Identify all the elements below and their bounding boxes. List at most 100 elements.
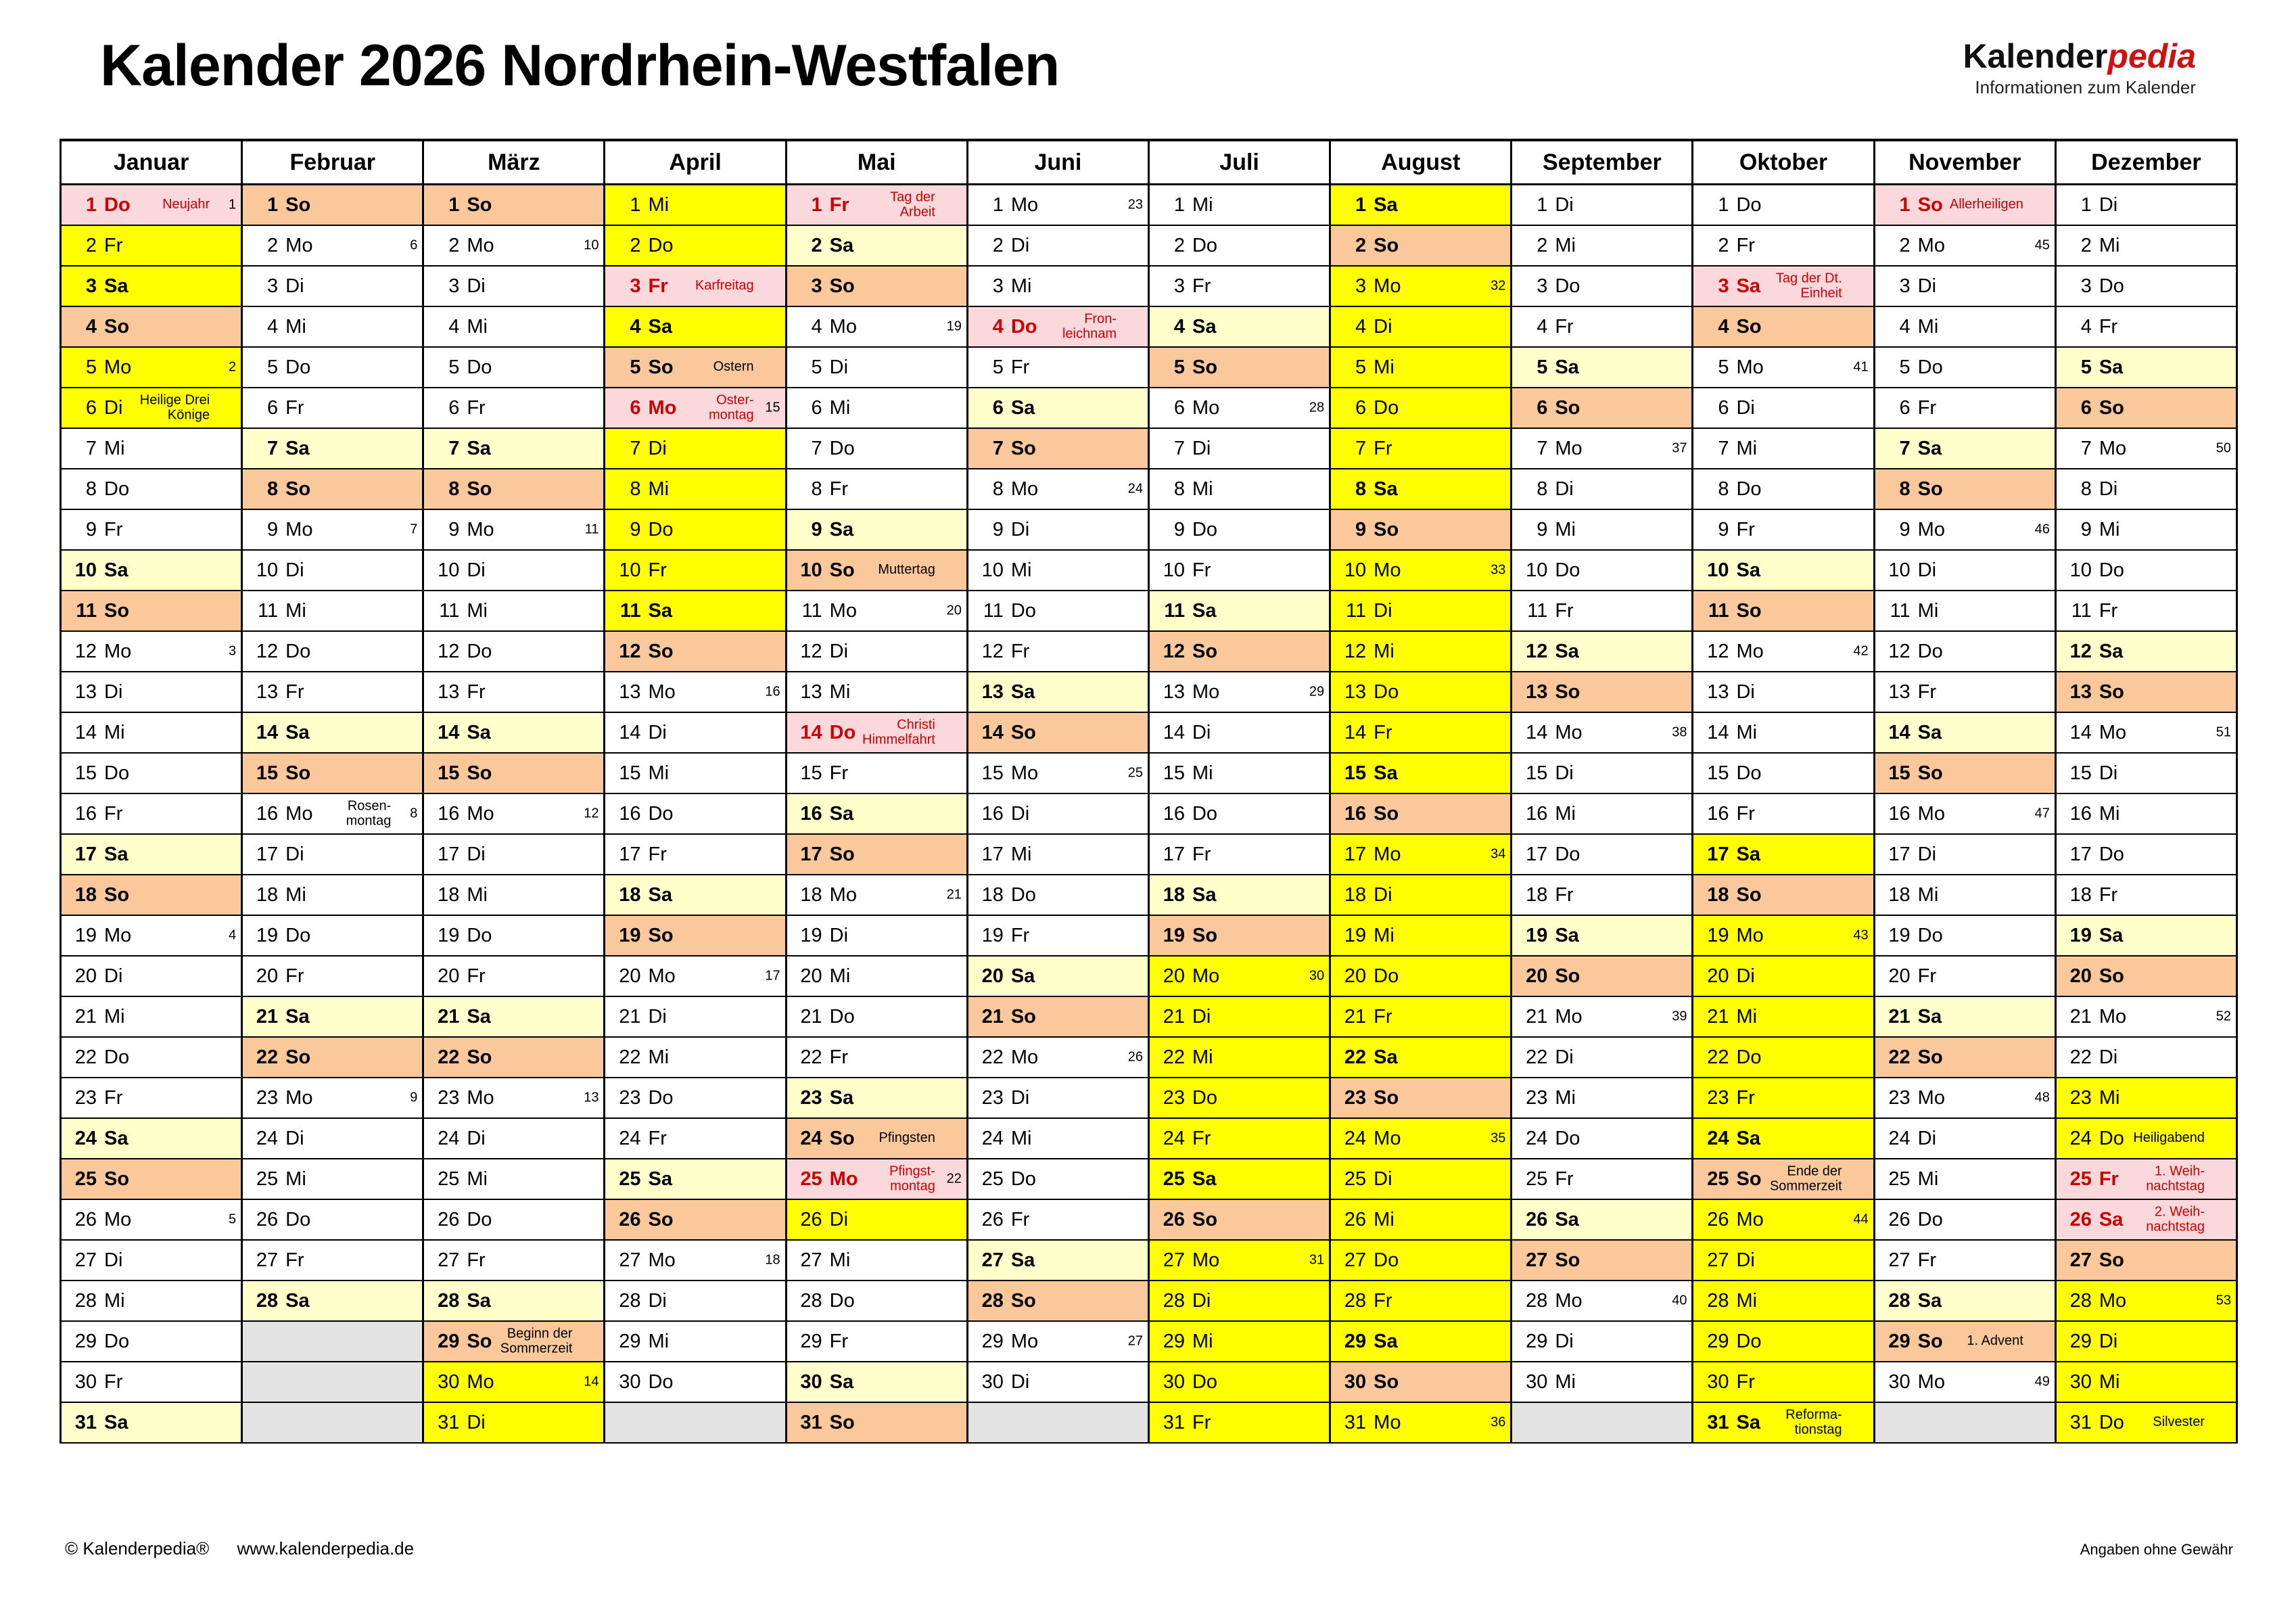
- day-cell: 2 Do: [1149, 226, 1330, 267]
- day-number: 31: [1163, 1411, 1185, 1433]
- week-number: 40: [1672, 1293, 1687, 1308]
- day-cell: 6 Di Heilige Drei Könige: [62, 388, 241, 429]
- day-number: 3: [448, 275, 460, 297]
- day-number: 11: [1708, 599, 1729, 622]
- day-number: 22: [1344, 1046, 1367, 1068]
- day-number: 7: [85, 437, 97, 459]
- weekday-abbr: Fr: [1010, 924, 1030, 946]
- day-cell: 7 Do: [787, 429, 966, 469]
- day-cell: 21 Mi: [1693, 997, 1873, 1038]
- day-cell: 17 Mi: [968, 835, 1148, 875]
- day-number: 9: [2080, 518, 2092, 540]
- day-number: 12: [1888, 640, 1911, 662]
- weekday-abbr: Mi: [104, 721, 125, 743]
- day-number: 9: [811, 518, 822, 540]
- day-cell: 15 Di: [2056, 754, 2236, 794]
- day-number: 25: [438, 1168, 460, 1190]
- day-cell: 26 Sa: [1512, 1200, 1692, 1241]
- logo-wordmark-red: pedia: [2107, 37, 2196, 75]
- day-cell: 12 So: [605, 632, 785, 672]
- day-number: 18: [1888, 883, 1911, 906]
- day-cell: 22 So: [424, 1038, 604, 1078]
- weekday-abbr: Mo: [1917, 518, 1945, 540]
- weekday-abbr: So: [1192, 1208, 1218, 1230]
- day-number: 4: [1899, 315, 1911, 338]
- weekday-abbr: Di: [2099, 193, 2118, 216]
- day-cell: 9 So: [1331, 510, 1511, 551]
- day-cell: 12 So: [1149, 632, 1330, 672]
- week-number: 10: [584, 237, 599, 253]
- day-cell: 23 Fr: [62, 1078, 241, 1119]
- footer-left: © Kalenderpedia® www.kalenderpedia.de: [65, 1538, 414, 1559]
- weekday-abbr: Di: [1010, 802, 1030, 825]
- day-number: 23: [256, 1086, 279, 1109]
- day-number: 6: [2080, 396, 2092, 419]
- day-number: 31: [2069, 1411, 2092, 1433]
- day-cell: 3 Sa: [62, 267, 241, 307]
- day-cell: 30 Di: [968, 1362, 1148, 1403]
- footer-url[interactable]: www.kalenderpedia.de: [237, 1538, 415, 1559]
- weekday-abbr: Do: [2099, 1411, 2124, 1433]
- day-cell: 19 So: [1149, 916, 1330, 956]
- day-number: 13: [1707, 681, 1729, 703]
- weekday-abbr: Do: [1736, 193, 1762, 216]
- weekday-abbr: Mi: [1374, 924, 1395, 946]
- day-number: 3: [630, 275, 641, 297]
- day-cell: 27 Do: [1331, 1241, 1511, 1281]
- day-number: 16: [74, 802, 97, 825]
- day-number: 27: [1344, 1249, 1367, 1271]
- day-cell: 5 Sa: [2056, 348, 2236, 388]
- day-number: 13: [438, 681, 460, 703]
- day-cell: 21 Do: [787, 997, 966, 1038]
- day-number: 21: [1707, 1005, 1729, 1028]
- day-number: 11: [439, 599, 460, 622]
- day-number: 29: [1707, 1330, 1729, 1352]
- day-note: 2. Weih- nachtstag: [2146, 1204, 2205, 1234]
- weekday-abbr: Mo: [1555, 1289, 1583, 1312]
- week-number: 13: [584, 1090, 599, 1105]
- day-cell: 29 Mo 27: [968, 1322, 1148, 1362]
- day-cell: 11 Mi: [424, 591, 604, 632]
- day-number: 22: [1707, 1046, 1729, 1068]
- day-cell: 24 Fr: [1149, 1119, 1330, 1159]
- day-number: 18: [1344, 883, 1367, 906]
- day-cell: 31 Do Silvester: [2056, 1403, 2236, 1444]
- day-cell: 2 Fr: [1693, 226, 1873, 267]
- day-number: 26: [1526, 1208, 1548, 1230]
- day-cell: 5 Do: [243, 348, 423, 388]
- weekday-abbr: Sa: [104, 843, 128, 865]
- day-number: 20: [438, 965, 460, 987]
- day-number: 23: [1888, 1086, 1911, 1109]
- day-number: 17: [1526, 843, 1548, 865]
- week-number: 9: [410, 1090, 418, 1105]
- day-cell: 22 Do: [1693, 1038, 1873, 1078]
- weekday-abbr: Mo: [1555, 437, 1583, 459]
- day-cell: 16 Mo 47: [1875, 794, 2055, 835]
- weekday-abbr: So: [104, 599, 130, 622]
- weekday-abbr: Do: [1374, 1249, 1399, 1271]
- day-cell: 26 Do: [243, 1200, 423, 1241]
- day-cell: 12 Sa: [2056, 632, 2236, 672]
- day-number: 22: [1163, 1046, 1185, 1068]
- weekday-abbr: So: [829, 843, 855, 865]
- weekday-abbr: Mi: [2099, 1370, 2120, 1393]
- day-cell: 29 Mi: [605, 1322, 785, 1362]
- weekday-abbr: Do: [104, 762, 130, 784]
- day-cell: 16 Mi: [1512, 794, 1692, 835]
- day-cell: 15 Mi: [1149, 754, 1330, 794]
- day-number: 11: [1890, 599, 1911, 622]
- week-number: 29: [1309, 684, 1325, 699]
- weekday-abbr: Do: [285, 356, 311, 378]
- weekday-abbr: Fr: [1736, 518, 1755, 540]
- weekday-abbr: Do: [1192, 234, 1218, 256]
- day-number: 25: [1163, 1168, 1185, 1190]
- day-cell: 1 So Allerheiligen: [1875, 185, 2055, 226]
- day-cell: 7 Sa: [243, 429, 423, 469]
- day-cell: 9 Mi: [1512, 510, 1692, 551]
- day-note: Ostern: [713, 359, 754, 375]
- weekday-abbr: Fr: [285, 681, 304, 703]
- day-cell: 21 Di: [605, 997, 785, 1038]
- day-cell: 18 Mi: [424, 875, 604, 916]
- weekday-abbr: Mo: [2099, 437, 2127, 459]
- day-number: 5: [630, 356, 641, 378]
